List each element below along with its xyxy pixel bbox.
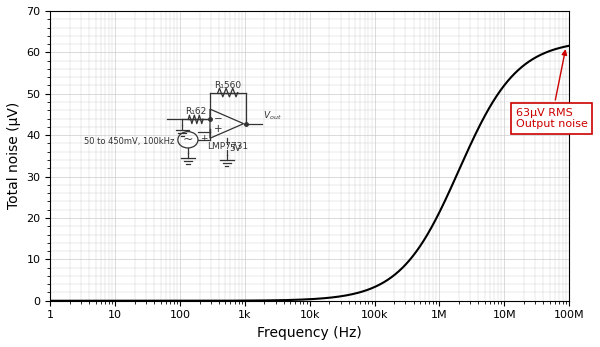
Text: 50 to 450mV, 100kHz: 50 to 450mV, 100kHz (84, 137, 174, 146)
Y-axis label: Total noise (μV): Total noise (μV) (7, 102, 21, 210)
Text: 5V: 5V (230, 144, 242, 153)
Text: R₁560: R₁560 (214, 81, 241, 90)
Text: R₁62: R₁62 (185, 108, 206, 117)
Text: +: + (214, 124, 223, 134)
Text: −: − (214, 115, 223, 124)
Text: +: + (200, 134, 208, 143)
Text: $V_{out}$: $V_{out}$ (263, 110, 281, 122)
Text: 63μV RMS
Output noise: 63μV RMS Output noise (515, 51, 587, 129)
Text: ~: ~ (182, 133, 193, 146)
X-axis label: Frequency (Hz): Frequency (Hz) (257, 326, 362, 340)
Text: LMP7731: LMP7731 (208, 142, 248, 151)
